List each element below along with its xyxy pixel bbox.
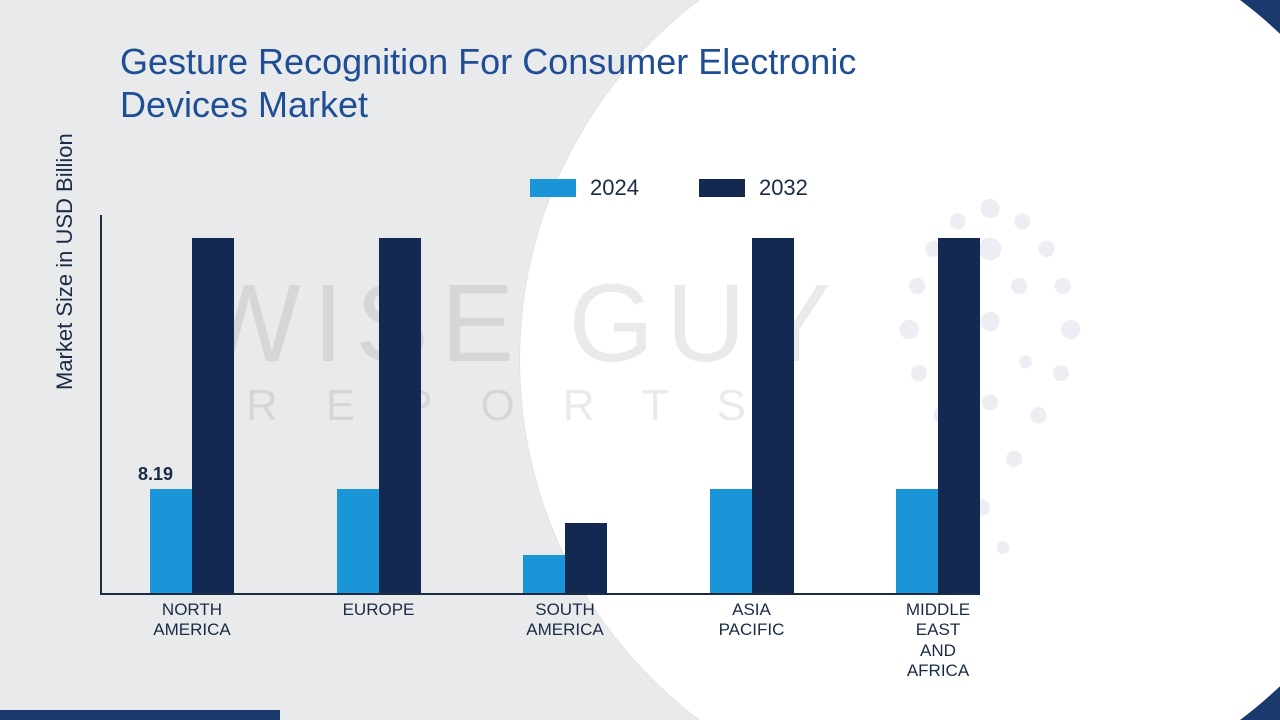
x-axis-category-label: MIDDLEEASTANDAFRICA (883, 600, 993, 682)
legend-item-2032: 2032 (699, 175, 808, 201)
bar-chart: 8.19 (100, 215, 980, 595)
bar (565, 523, 607, 593)
x-axis-category-label: EUROPE (324, 600, 434, 620)
legend-swatch-2024 (530, 179, 576, 197)
y-axis-line (100, 215, 102, 593)
x-axis-category-label: ASIAPACIFIC (697, 600, 807, 641)
bar (896, 489, 938, 593)
bar (379, 238, 421, 593)
brand-sub-text: REPORTS (1080, 63, 1256, 78)
bar (337, 489, 379, 593)
legend-swatch-2032 (699, 179, 745, 197)
brand-head-icon (1198, 22, 1268, 92)
y-axis-label: Market Size in USD Billion (52, 133, 78, 390)
stage: WISE GUY REPORTS Gesture Recognition For… (0, 0, 1280, 720)
legend-label-2024: 2024 (590, 175, 639, 201)
legend: 2024 2032 (530, 175, 808, 201)
brand-logo: WISE GUY REPORTS (1080, 28, 1256, 78)
legend-item-2024: 2024 (530, 175, 639, 201)
x-axis-category-label: SOUTHAMERICA (510, 600, 620, 641)
bar-value-label: 8.19 (138, 464, 173, 485)
bar (752, 238, 794, 593)
bar (192, 238, 234, 593)
x-axis-category-label: NORTHAMERICA (137, 600, 247, 641)
chart-title: Gesture Recognition For Consumer Electro… (120, 40, 860, 126)
legend-label-2032: 2032 (759, 175, 808, 201)
bar (150, 489, 192, 593)
bar (710, 489, 752, 593)
bottom-accent-bar (0, 710, 280, 720)
bar (523, 555, 565, 593)
bar (938, 238, 980, 593)
